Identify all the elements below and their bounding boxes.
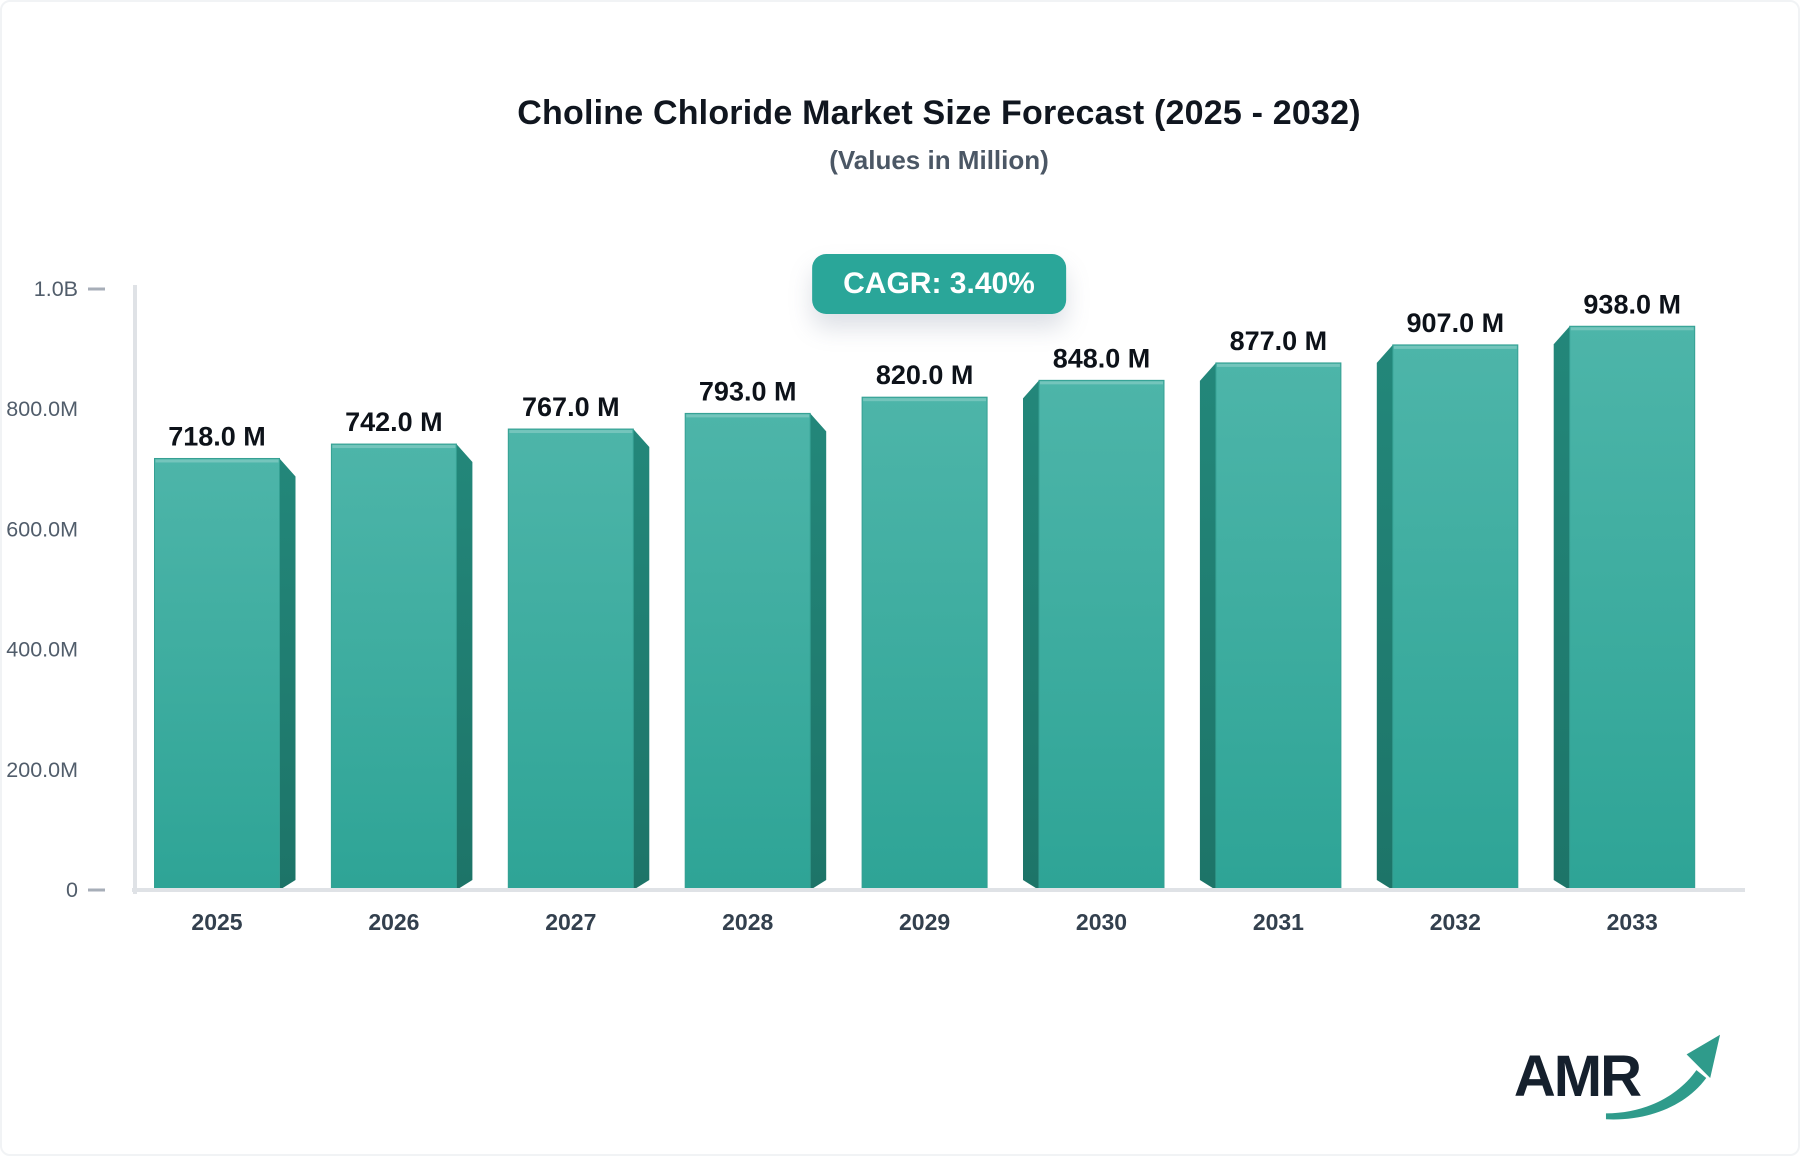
x-axis-label: 2033 (1607, 909, 1658, 935)
y-axis-tick (88, 888, 105, 892)
bar-top-highlight (1393, 345, 1517, 349)
bar-value-label: 820.0 M (876, 360, 974, 390)
x-axis-label: 2028 (722, 909, 773, 935)
bar-side (279, 458, 296, 890)
bar-value-label: 848.0 M (1053, 343, 1151, 373)
y-axis-line (133, 285, 137, 894)
trend-up-arrow-icon (1605, 1034, 1721, 1120)
y-axis-label: 200.0M (6, 758, 78, 782)
amr-logo: AMR (1514, 1030, 1722, 1124)
bar-top-highlight (1216, 363, 1340, 367)
bar-front (861, 396, 988, 891)
x-axis-line (132, 888, 1745, 892)
bar-side (1023, 380, 1039, 890)
bar-side (1199, 362, 1216, 891)
bar-top-highlight (863, 398, 987, 402)
bar-side (1553, 326, 1570, 891)
bar-front (330, 443, 457, 891)
bar-side (1376, 344, 1393, 890)
y-axis-tick (88, 287, 105, 291)
y-axis-label: 600.0M (6, 517, 78, 541)
bar-front (684, 412, 811, 891)
bar-value-label: 718.0 M (168, 421, 266, 451)
chart-subtitle: (Values in Million) (829, 145, 1049, 175)
bar-value-label: 907.0 M (1407, 308, 1505, 338)
bar-front (1392, 344, 1519, 891)
x-axis-label: 2026 (368, 909, 419, 935)
y-axis-label: 800.0M (6, 397, 78, 421)
x-axis-label: 2032 (1430, 909, 1481, 935)
bar-top-highlight (155, 459, 279, 463)
x-axis-label: 2031 (1253, 909, 1304, 935)
chart-header: Choline Chloride Market Size Forecast (2… (135, 94, 1743, 176)
bar-top-highlight (686, 414, 810, 418)
x-axis-label: 2025 (191, 909, 242, 935)
bar-value-label: 742.0 M (345, 407, 443, 437)
x-axis-label: 2027 (545, 909, 596, 935)
bar-front (1215, 362, 1342, 891)
x-axis-label: 2029 (899, 909, 950, 935)
bar-value-label: 793.0 M (699, 376, 797, 406)
bar-value-label: 767.0 M (522, 392, 620, 422)
cagr-badge: CAGR: 3.40% (812, 254, 1066, 314)
bar-value-label: 938.0 M (1583, 289, 1681, 319)
bar-value-label: 877.0 M (1230, 326, 1328, 356)
y-axis-label: 1.0B (34, 277, 78, 301)
bar-top-highlight (1570, 327, 1694, 331)
y-axis-label: 0 (66, 878, 78, 902)
bar-front (1038, 379, 1165, 891)
bar-front (154, 457, 280, 891)
y-axis-label: 400.0M (6, 638, 78, 662)
bar-side (633, 429, 650, 890)
bar-top-highlight (1040, 381, 1163, 385)
bar-top-highlight (509, 430, 633, 434)
chart-title: Choline Chloride Market Size Forecast (2… (517, 94, 1361, 132)
bar-side (810, 413, 827, 890)
logo-text: AMR (1513, 1044, 1642, 1109)
bar-side (456, 444, 473, 890)
bar-front (507, 428, 634, 891)
bar-front (1569, 325, 1696, 891)
x-axis-label: 2030 (1076, 909, 1127, 935)
bar-top-highlight (332, 445, 456, 449)
